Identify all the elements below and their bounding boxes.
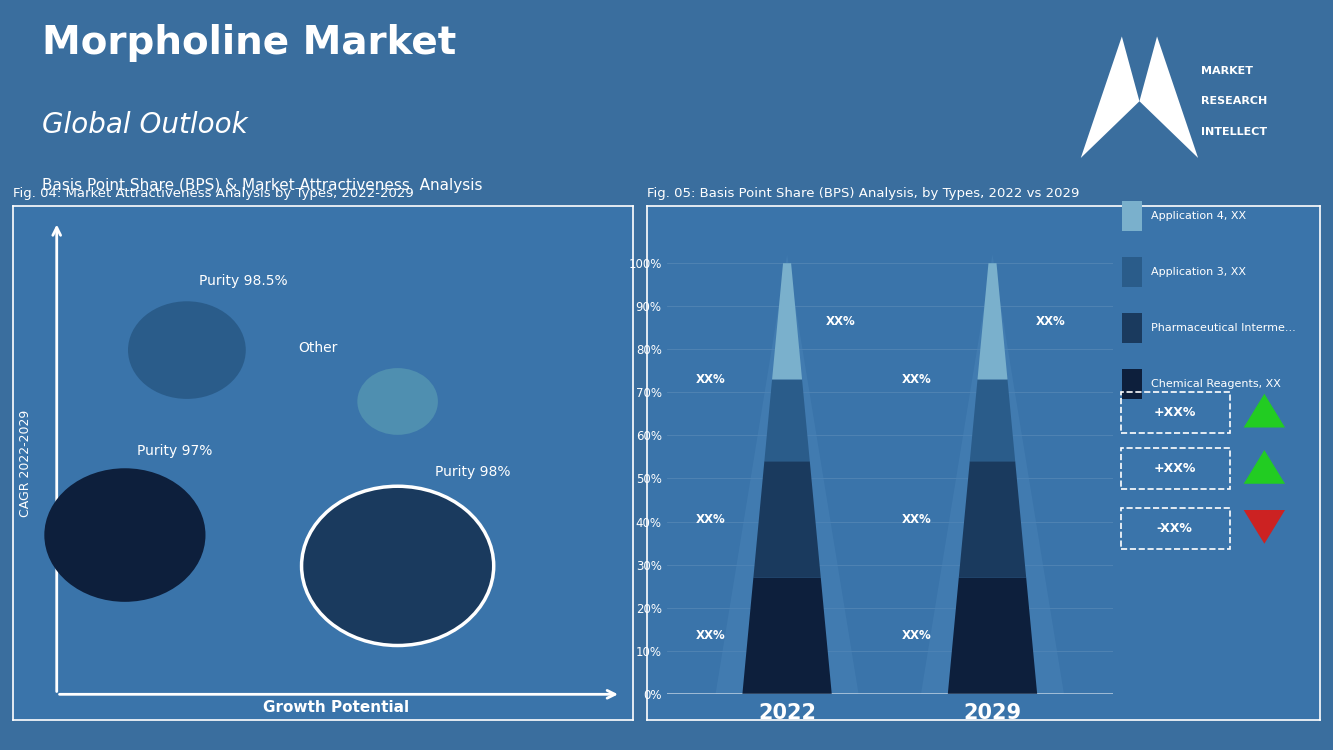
Polygon shape bbox=[921, 254, 1064, 694]
Text: +XX%: +XX% bbox=[1153, 406, 1196, 419]
Polygon shape bbox=[742, 578, 832, 694]
Ellipse shape bbox=[301, 486, 493, 646]
Text: CAGR 2022-2029: CAGR 2022-2029 bbox=[19, 410, 32, 517]
Bar bbox=[1122, 257, 1142, 287]
Ellipse shape bbox=[357, 368, 439, 435]
Polygon shape bbox=[716, 254, 858, 694]
Polygon shape bbox=[764, 380, 809, 461]
Text: Purity 98%: Purity 98% bbox=[435, 464, 511, 478]
Text: XX%: XX% bbox=[825, 315, 856, 328]
Text: Purity 97%: Purity 97% bbox=[137, 444, 213, 458]
Text: XX%: XX% bbox=[696, 629, 726, 642]
Polygon shape bbox=[958, 461, 1026, 578]
Text: Fig. 04: Market Attractiveness Analysis by Types, 2022-2029: Fig. 04: Market Attractiveness Analysis … bbox=[13, 187, 415, 200]
Text: RESEARCH: RESEARCH bbox=[1201, 96, 1268, 106]
Polygon shape bbox=[948, 578, 1037, 694]
Polygon shape bbox=[1244, 394, 1285, 427]
Text: Pharmaceutical Interme...: Pharmaceutical Interme... bbox=[1150, 323, 1296, 333]
Polygon shape bbox=[970, 380, 1016, 461]
Ellipse shape bbox=[44, 468, 205, 602]
Ellipse shape bbox=[128, 302, 245, 399]
Text: -XX%: -XX% bbox=[1157, 522, 1193, 536]
Polygon shape bbox=[772, 263, 802, 380]
Bar bbox=[1122, 201, 1142, 231]
Text: Global Outlook: Global Outlook bbox=[41, 112, 248, 140]
Polygon shape bbox=[1244, 510, 1285, 544]
Bar bbox=[1122, 370, 1142, 399]
Text: Fig. 05: Basis Point Share (BPS) Analysis, by Types, 2022 vs 2029: Fig. 05: Basis Point Share (BPS) Analysi… bbox=[647, 187, 1078, 200]
Polygon shape bbox=[1140, 37, 1198, 158]
Text: Application 3, XX: Application 3, XX bbox=[1150, 267, 1246, 277]
Text: XX%: XX% bbox=[696, 513, 726, 526]
Text: Basis Point Share (BPS) & Market Attractiveness  Analysis: Basis Point Share (BPS) & Market Attract… bbox=[41, 178, 483, 194]
Polygon shape bbox=[1081, 37, 1140, 158]
Text: Other: Other bbox=[299, 341, 337, 356]
Polygon shape bbox=[977, 263, 1008, 380]
Text: XX%: XX% bbox=[696, 373, 726, 386]
Text: +XX%: +XX% bbox=[1153, 462, 1196, 476]
Text: MARKET: MARKET bbox=[1201, 66, 1253, 76]
Text: XX%: XX% bbox=[901, 513, 932, 526]
Text: INTELLECT: INTELLECT bbox=[1201, 127, 1268, 136]
Text: XX%: XX% bbox=[901, 373, 932, 386]
Text: XX%: XX% bbox=[901, 629, 932, 642]
Text: Chemical Reagents, XX: Chemical Reagents, XX bbox=[1150, 380, 1281, 389]
Text: XX%: XX% bbox=[1036, 315, 1065, 328]
Text: Growth Potential: Growth Potential bbox=[263, 700, 409, 715]
Text: Morpholine Market: Morpholine Market bbox=[41, 24, 456, 62]
Text: Purity 98.5%: Purity 98.5% bbox=[200, 274, 288, 289]
Text: Application 4, XX: Application 4, XX bbox=[1150, 211, 1246, 220]
Bar bbox=[1122, 314, 1142, 344]
Polygon shape bbox=[1244, 450, 1285, 484]
Polygon shape bbox=[753, 461, 821, 578]
